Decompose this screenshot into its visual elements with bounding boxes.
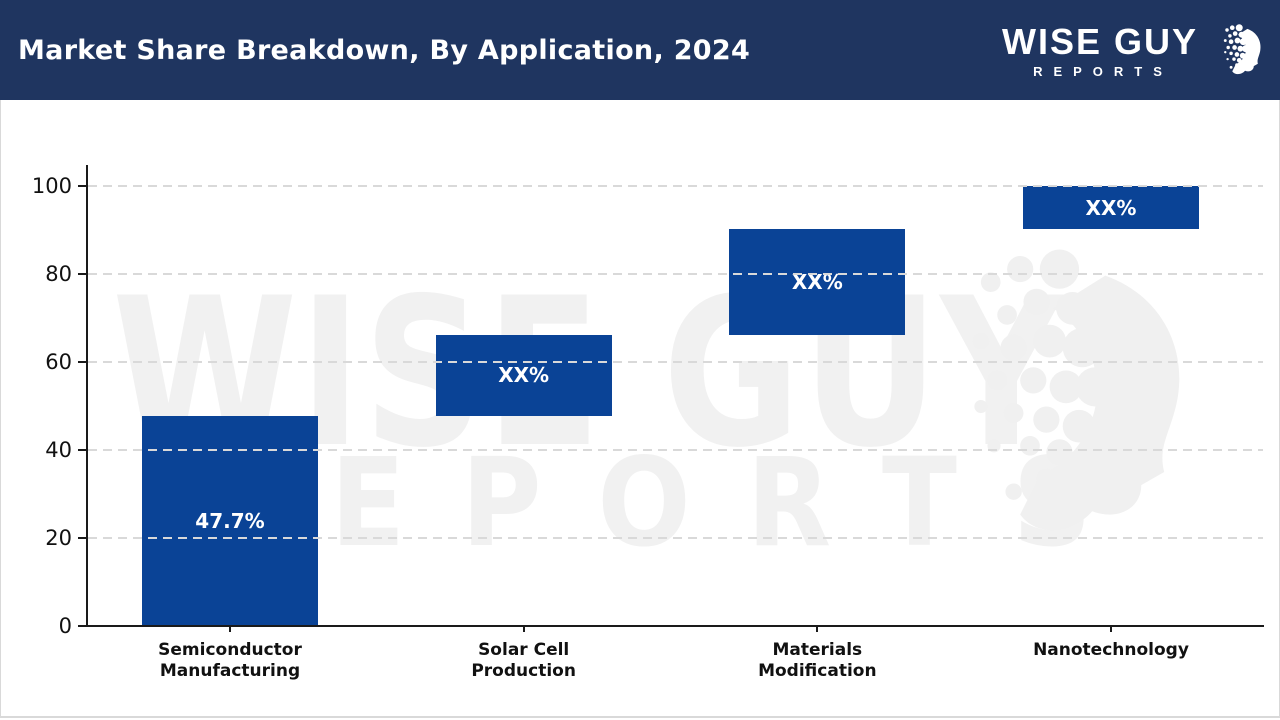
y-tick-label-100: 100 — [31, 174, 72, 198]
left-border-line — [0, 100, 1, 717]
bottom-border-line — [0, 716, 1280, 718]
bar-value-label: XX% — [1085, 195, 1137, 220]
y-tick-100 — [78, 185, 86, 187]
x-tick-nanotechnology — [1110, 626, 1112, 632]
x-axis-line — [86, 625, 1264, 627]
x-tick-semiconductor-manufacturing — [229, 626, 231, 632]
y-tick-label-80: 80 — [45, 262, 72, 286]
gridline-60 — [88, 361, 1263, 363]
y-tick-label-20: 20 — [45, 526, 72, 550]
y-tick-0 — [78, 625, 86, 627]
gridline-20 — [88, 537, 1263, 539]
wiseguy-logo: WISE GUY REPORTS — [1002, 8, 1266, 94]
x-tick-materials-modification — [816, 626, 819, 632]
page-title: Market Share Breakdown, By Application, … — [18, 34, 751, 66]
x-tick-solar-cell-production — [522, 626, 525, 632]
bar-value-label: XX% — [498, 363, 550, 388]
logo-wordmark: WISE GUY — [1001, 20, 1198, 62]
y-tick-40 — [78, 449, 86, 451]
x-category-label-nanotechnology: Nanotechnology — [1033, 640, 1189, 660]
bar-materials-modification: XX% — [729, 229, 906, 335]
header-bar: Market Share Breakdown, By Application, … — [0, 0, 1280, 100]
y-tick-label-40: 40 — [45, 438, 72, 462]
gridline-100 — [88, 185, 1263, 187]
logo-head-icon — [1223, 24, 1261, 75]
y-tick-80 — [78, 273, 86, 275]
x-category-label-materials-modification: Materials Modification — [758, 640, 877, 681]
gridline-80 — [88, 273, 1263, 275]
bar-value-label: 47.7% — [195, 509, 265, 534]
logo-reports-text: REPORTS — [1033, 63, 1173, 79]
x-category-label-semiconductor-manufacturing: Semiconductor Manufacturing — [158, 640, 302, 681]
x-category-label-solar-cell-production: Solar Cell Production — [471, 640, 576, 681]
y-tick-label-60: 60 — [45, 350, 72, 374]
gridline-40 — [88, 449, 1263, 451]
y-tick-label-0: 0 — [58, 614, 72, 638]
bar-nanotechnology: XX% — [1023, 186, 1199, 230]
y-tick-60 — [78, 361, 86, 363]
y-axis-line — [86, 165, 88, 627]
bar-solar-cell-production: XX% — [435, 334, 612, 417]
y-tick-20 — [78, 537, 86, 539]
bar-semiconductor-manufacturing: 47.7% — [142, 416, 318, 626]
